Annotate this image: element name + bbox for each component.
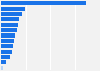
Bar bbox=[1, 60, 6, 64]
Bar bbox=[1, 39, 14, 43]
Bar bbox=[1, 50, 12, 54]
Bar bbox=[1, 28, 17, 32]
Bar bbox=[1, 7, 25, 11]
Bar bbox=[1, 66, 3, 70]
Bar bbox=[1, 44, 13, 48]
Bar bbox=[1, 55, 10, 59]
Bar bbox=[1, 1, 86, 5]
Bar bbox=[1, 17, 19, 21]
Bar bbox=[1, 12, 22, 16]
Bar bbox=[1, 23, 18, 27]
Bar bbox=[1, 34, 15, 37]
